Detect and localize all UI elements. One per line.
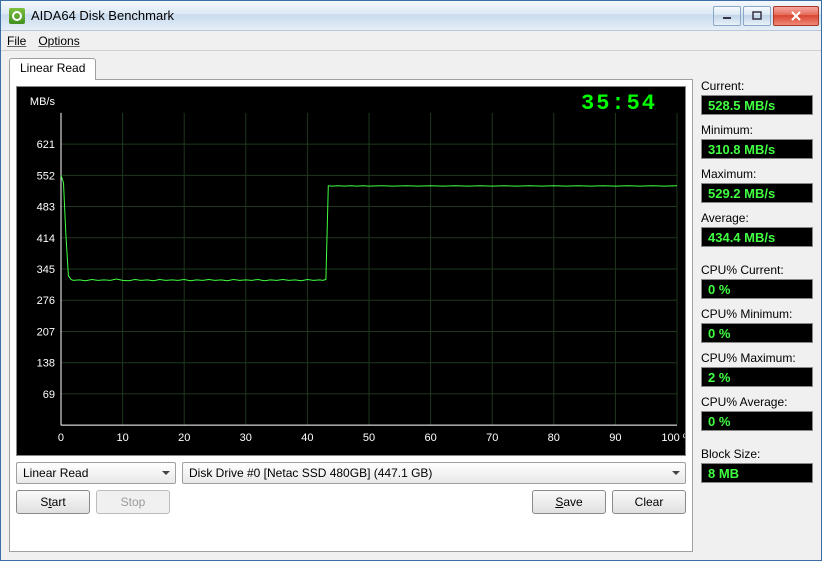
benchmark-chart: 69 138 207 276 345 414 483 552 621 MB/s 0 10 20 30 40 5… — [16, 86, 686, 456]
mode-select[interactable]: Linear Read — [16, 462, 176, 484]
tab-panel: 69 138 207 276 345 414 483 552 621 MB/s 0 10 20 30 40 5… — [9, 79, 693, 552]
stop-button: Stop — [96, 490, 170, 514]
svg-text:69: 69 — [43, 389, 55, 401]
menu-options[interactable]: Options — [38, 34, 79, 48]
stat-cpu-minimum-value: 0 % — [701, 323, 813, 343]
stat-cpu-current-value: 0 % — [701, 279, 813, 299]
stat-block-size-label: Block Size: — [701, 447, 813, 461]
menubar: File Options — [1, 31, 821, 51]
titlebar[interactable]: AIDA64 Disk Benchmark — [1, 1, 821, 31]
svg-text:20: 20 — [178, 432, 190, 444]
svg-text:90: 90 — [609, 432, 621, 444]
svg-text:0: 0 — [58, 432, 64, 444]
svg-text:483: 483 — [37, 202, 55, 214]
stat-cpu-maximum: CPU% Maximum: 2 % — [701, 351, 813, 387]
mode-select-value: Linear Read — [23, 466, 88, 480]
menu-file[interactable]: File — [7, 34, 26, 48]
stat-current-label: Current: — [701, 79, 813, 93]
stat-cpu-maximum-value: 2 % — [701, 367, 813, 387]
window-title: AIDA64 Disk Benchmark — [31, 8, 713, 23]
stat-cpu-current-label: CPU% Current: — [701, 263, 813, 277]
svg-text:100 %: 100 % — [661, 432, 685, 444]
tab-linear-read[interactable]: Linear Read — [9, 58, 96, 80]
tabstrip: Linear Read — [9, 57, 693, 79]
stat-maximum-label: Maximum: — [701, 167, 813, 181]
svg-text:50: 50 — [363, 432, 375, 444]
window-frame: AIDA64 Disk Benchmark File Options Linea… — [0, 0, 822, 561]
svg-text:60: 60 — [424, 432, 436, 444]
svg-text:138: 138 — [37, 358, 55, 370]
stat-maximum-value: 529.2 MB/s — [701, 183, 813, 203]
stat-cpu-average: CPU% Average: 0 % — [701, 395, 813, 431]
stat-cpu-minimum: CPU% Minimum: 0 % — [701, 307, 813, 343]
stat-maximum: Maximum: 529.2 MB/s — [701, 167, 813, 203]
svg-text:35:54: 35:54 — [581, 91, 657, 116]
client-area: Linear Read 69 138 207 276 345 414 483 552 621 MB… — [1, 51, 821, 560]
stat-cpu-average-value: 0 % — [701, 411, 813, 431]
svg-text:70: 70 — [486, 432, 498, 444]
svg-text:10: 10 — [116, 432, 128, 444]
svg-text:276: 276 — [37, 295, 55, 307]
svg-text:414: 414 — [37, 233, 55, 245]
stat-current: Current: 528.5 MB/s — [701, 79, 813, 115]
stat-current-value: 528.5 MB/s — [701, 95, 813, 115]
start-button[interactable]: Start — [16, 490, 90, 514]
left-pane: Linear Read 69 138 207 276 345 414 483 552 621 MB… — [9, 57, 693, 552]
minimize-button[interactable] — [713, 6, 741, 26]
stat-cpu-minimum-label: CPU% Minimum: — [701, 307, 813, 321]
window-buttons — [713, 6, 819, 26]
stat-minimum: Minimum: 310.8 MB/s — [701, 123, 813, 159]
svg-text:345: 345 — [37, 264, 55, 276]
drive-select[interactable]: Disk Drive #0 [Netac SSD 480GB] (447.1 G… — [182, 462, 686, 484]
svg-text:621: 621 — [37, 139, 55, 151]
svg-text:MB/s: MB/s — [30, 96, 56, 108]
stat-average: Average: 434.4 MB/s — [701, 211, 813, 247]
stats-pane: Current: 528.5 MB/s Minimum: 310.8 MB/s … — [701, 57, 813, 552]
clear-button[interactable]: Clear — [612, 490, 686, 514]
svg-text:207: 207 — [37, 326, 55, 338]
app-icon — [9, 8, 25, 24]
svg-text:80: 80 — [548, 432, 560, 444]
stat-cpu-maximum-label: CPU% Maximum: — [701, 351, 813, 365]
stat-block-size: Block Size: 8 MB — [701, 447, 813, 483]
stat-block-size-value: 8 MB — [701, 463, 813, 483]
close-button[interactable] — [773, 6, 819, 26]
save-button[interactable]: Save — [532, 490, 606, 514]
stat-minimum-label: Minimum: — [701, 123, 813, 137]
svg-text:552: 552 — [37, 170, 55, 182]
drive-select-value: Disk Drive #0 [Netac SSD 480GB] (447.1 G… — [189, 466, 432, 480]
svg-text:30: 30 — [240, 432, 252, 444]
stat-cpu-average-label: CPU% Average: — [701, 395, 813, 409]
stat-minimum-value: 310.8 MB/s — [701, 139, 813, 159]
stat-average-label: Average: — [701, 211, 813, 225]
stat-cpu-current: CPU% Current: 0 % — [701, 263, 813, 299]
selector-row: Linear Read Disk Drive #0 [Netac SSD 480… — [16, 462, 686, 484]
maximize-button[interactable] — [743, 6, 771, 26]
button-row: Start Stop Save Clear — [16, 490, 686, 514]
stat-average-value: 434.4 MB/s — [701, 227, 813, 247]
svg-text:40: 40 — [301, 432, 313, 444]
